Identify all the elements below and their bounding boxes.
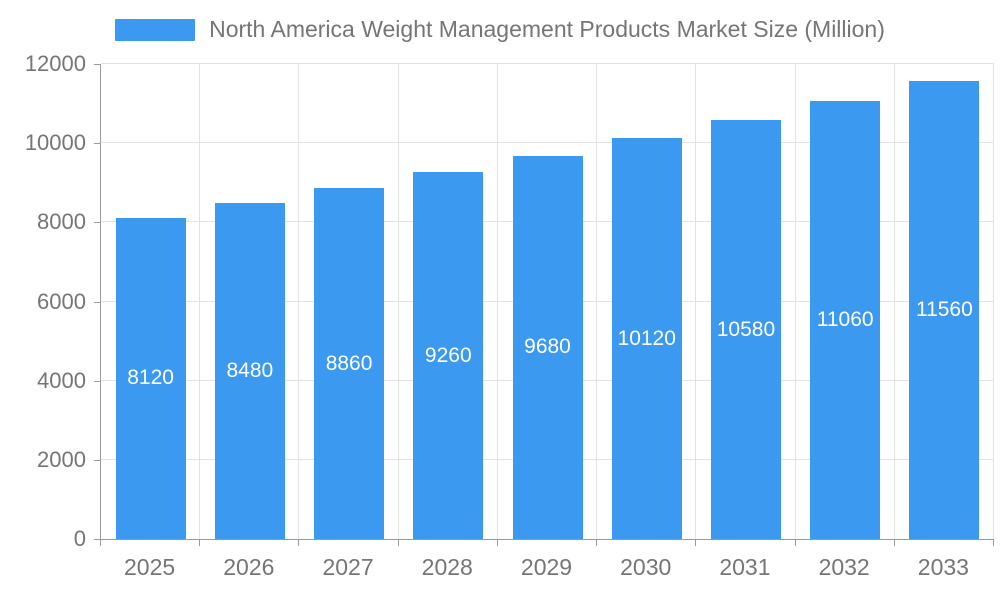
x-axis-tick bbox=[695, 540, 697, 546]
x-axis-tick bbox=[199, 540, 201, 546]
legend-label: North America Weight Management Products… bbox=[209, 16, 885, 42]
x-gridline bbox=[794, 64, 796, 539]
x-axis-tick-label: 2032 bbox=[818, 554, 870, 580]
x-axis-tick-label: 2030 bbox=[620, 554, 672, 580]
y-gridline bbox=[101, 142, 994, 144]
x-axis-tick-label: 2026 bbox=[223, 554, 275, 580]
x-gridline bbox=[199, 64, 201, 539]
plot-area: 8120 8480 8860 9260 9680 10120 10580 11060 11560 bbox=[100, 63, 994, 540]
y-axis-tick-label: 2000 bbox=[37, 446, 86, 472]
bar-2030: 10120 bbox=[611, 138, 682, 539]
x-axis-tick bbox=[893, 540, 895, 546]
x-axis-tick bbox=[993, 540, 994, 546]
x-axis-tick bbox=[100, 540, 101, 546]
x-gridline bbox=[298, 64, 300, 539]
bar-value-label: 9680 bbox=[524, 335, 571, 359]
x-axis-tick bbox=[596, 540, 598, 546]
bar-value-label: 10580 bbox=[716, 317, 776, 341]
x-axis-tick-label: 2028 bbox=[421, 554, 473, 580]
legend[interactable]: North America Weight Management Products… bbox=[0, 16, 1000, 43]
bar-2028: 9260 bbox=[413, 172, 484, 539]
x-gridline bbox=[695, 64, 697, 539]
x-axis-tick bbox=[397, 540, 399, 546]
y-axis-tick bbox=[94, 64, 100, 65]
x-axis-tick-label: 2029 bbox=[520, 554, 573, 580]
y-axis-tick-label: 4000 bbox=[37, 367, 86, 393]
y-axis-tick-label: 0 bbox=[73, 526, 86, 551]
x-axis-tick-label: 2033 bbox=[917, 554, 969, 580]
bar-value-label: 8860 bbox=[325, 351, 373, 375]
y-gridline bbox=[101, 63, 994, 64]
bar-value-label: 11060 bbox=[816, 308, 874, 332]
x-axis-tick bbox=[496, 540, 498, 546]
y-axis-tick-label: 6000 bbox=[37, 288, 86, 314]
x-gridline bbox=[596, 64, 598, 539]
bar-2033: 11560 bbox=[909, 81, 980, 539]
y-axis-tick bbox=[94, 380, 100, 382]
bar-2032: 11060 bbox=[810, 101, 881, 539]
x-axis-tick-label: 2031 bbox=[719, 554, 771, 580]
y-axis-tick bbox=[94, 539, 100, 540]
y-axis-tick-label: 8000 bbox=[37, 209, 86, 235]
x-gridline bbox=[893, 64, 895, 539]
bar-2026: 8480 bbox=[214, 203, 285, 539]
bar-value-label: 8120 bbox=[127, 366, 174, 390]
x-gridline bbox=[496, 64, 498, 539]
bar-value-label: 11560 bbox=[915, 298, 973, 322]
bar-value-label: 8480 bbox=[226, 359, 274, 383]
y-axis-tick-label: 12000 bbox=[24, 51, 86, 76]
bar-2031: 10580 bbox=[710, 120, 781, 539]
x-axis-tick-label: 2025 bbox=[124, 554, 176, 580]
y-axis-tick-label: 10000 bbox=[24, 130, 86, 156]
y-axis-tick bbox=[94, 301, 100, 303]
x-gridline bbox=[993, 64, 994, 539]
x-gridline bbox=[397, 64, 399, 539]
x-axis-tick bbox=[794, 540, 796, 546]
x-axis-tick bbox=[298, 540, 300, 546]
bar-value-label: 10120 bbox=[617, 326, 676, 350]
bar-value-label: 9260 bbox=[424, 343, 472, 367]
legend-swatch bbox=[115, 18, 196, 41]
x-axis-tick-label: 2027 bbox=[322, 554, 374, 580]
y-axis-tick bbox=[94, 222, 100, 224]
y-axis-tick bbox=[94, 143, 100, 145]
bar-2025: 8120 bbox=[115, 217, 186, 539]
bar-2029: 9680 bbox=[512, 155, 583, 539]
y-axis-tick bbox=[94, 459, 100, 461]
bar-2027: 8860 bbox=[314, 188, 385, 539]
